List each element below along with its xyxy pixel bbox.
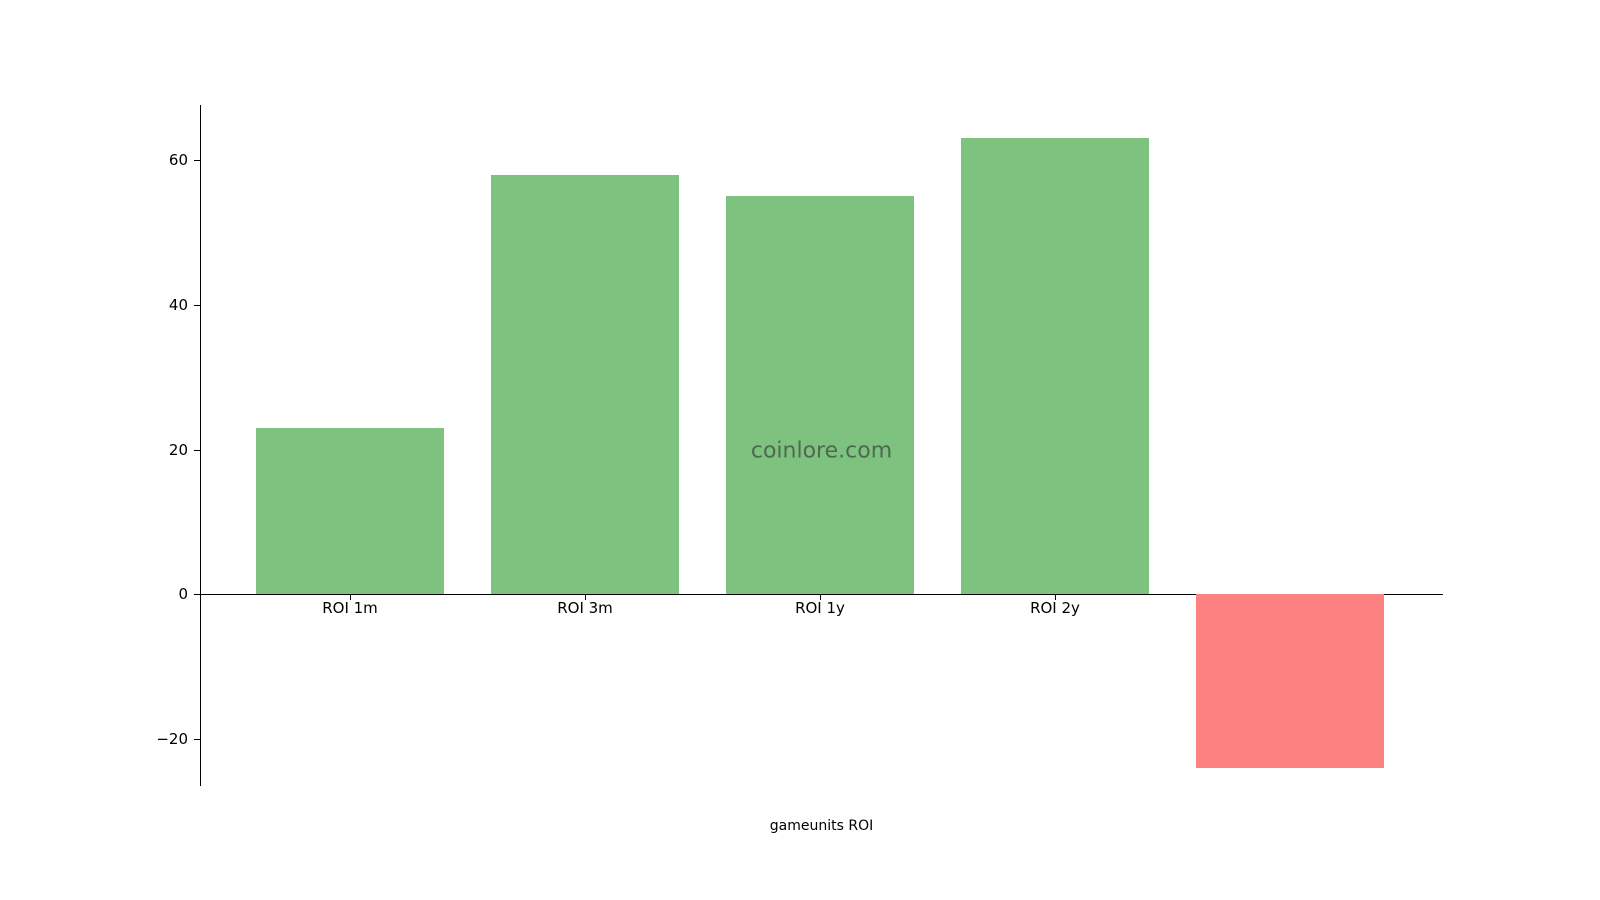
x-tick-roi-1y <box>820 595 821 600</box>
bar-series-5 <box>1196 594 1384 768</box>
y-tick-label-0: 0 <box>178 585 188 604</box>
y-tick-40 <box>194 304 200 306</box>
y-tick-label--20: −20 <box>156 730 188 748</box>
bar-roi-3m <box>491 174 679 595</box>
x-tick-label-roi-3m: ROI 3m <box>557 599 613 617</box>
x-tick-label-roi-1m: ROI 1m <box>322 599 378 617</box>
y-tick-label-60: 60 <box>168 151 188 169</box>
x-tick-roi-3m <box>585 595 586 600</box>
y-axis-spine <box>200 105 201 786</box>
y-tick-label-40: 40 <box>168 295 188 314</box>
y-tick-0 <box>194 594 200 596</box>
y-tick-label-20: 20 <box>168 440 188 459</box>
x-axis-title: gameunits ROI <box>769 818 874 834</box>
y-tick-20 <box>194 449 200 451</box>
x-tick-label-roi-1y: ROI 1y <box>795 599 845 617</box>
bar-roi-2y <box>961 138 1149 595</box>
y-tick-60 <box>194 160 200 161</box>
x-tick-roi-1m <box>350 595 351 600</box>
bar-roi-1y <box>726 196 914 595</box>
x-tick-roi-2y <box>1055 595 1056 600</box>
watermark: coinlore.com <box>750 438 893 463</box>
x-axis-zero-line <box>200 594 1443 595</box>
y-tick--20 <box>194 739 200 740</box>
x-tick-label-roi-2y: ROI 2y <box>1030 599 1080 617</box>
bar-roi-1m <box>256 427 444 595</box>
